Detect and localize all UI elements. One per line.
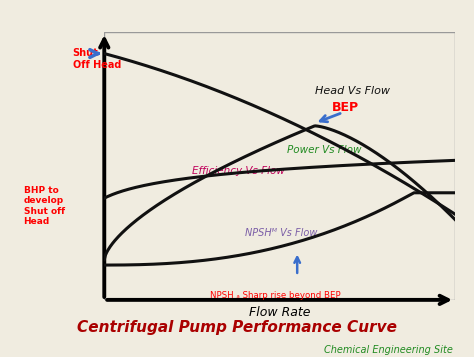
Text: Chemical Engineering Site: Chemical Engineering Site bbox=[324, 346, 453, 356]
Text: Shut
Off Head: Shut Off Head bbox=[73, 48, 121, 70]
Text: Flow Rate: Flow Rate bbox=[249, 306, 310, 319]
Text: NPSHᴹ Vs Flow: NPSHᴹ Vs Flow bbox=[245, 228, 317, 238]
Text: BEP: BEP bbox=[332, 101, 359, 114]
Text: Power Vs Flow: Power Vs Flow bbox=[287, 145, 361, 155]
Text: Efficiency Vs Flow: Efficiency Vs Flow bbox=[192, 166, 285, 176]
Text: Head Vs Flow: Head Vs Flow bbox=[315, 86, 390, 96]
Text: BHP to
develop
Shut off
Head: BHP to develop Shut off Head bbox=[24, 186, 65, 226]
Text: NPSH ₐ Sharp rise beyond BEP: NPSH ₐ Sharp rise beyond BEP bbox=[210, 291, 340, 300]
Text: Centrifugal Pump Performance Curve: Centrifugal Pump Performance Curve bbox=[77, 320, 397, 335]
